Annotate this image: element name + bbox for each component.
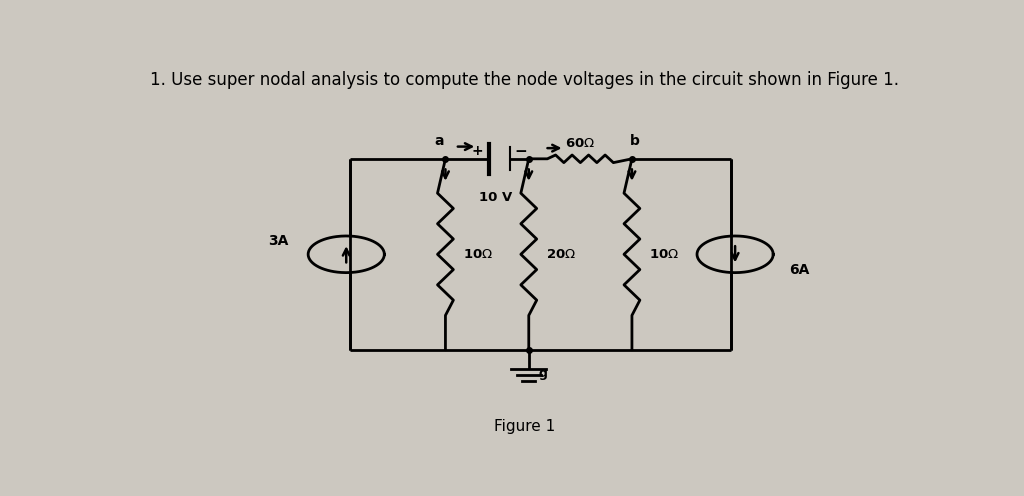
Text: 6A: 6A bbox=[790, 262, 809, 277]
Text: 10 V: 10 V bbox=[479, 191, 512, 204]
Text: +: + bbox=[471, 144, 483, 158]
Text: −: − bbox=[514, 144, 527, 159]
Text: 60$\Omega$: 60$\Omega$ bbox=[565, 137, 595, 150]
Text: b: b bbox=[630, 134, 639, 148]
Text: 10$\Omega$: 10$\Omega$ bbox=[463, 248, 493, 261]
Text: g: g bbox=[539, 367, 547, 380]
Text: 20$\Omega$: 20$\Omega$ bbox=[546, 248, 577, 261]
Text: 10$\Omega$: 10$\Omega$ bbox=[649, 248, 680, 261]
Text: Figure 1: Figure 1 bbox=[495, 419, 555, 434]
Text: a: a bbox=[434, 134, 443, 148]
Text: 1. Use super nodal analysis to compute the node voltages in the circuit shown in: 1. Use super nodal analysis to compute t… bbox=[151, 71, 899, 89]
Text: 3A: 3A bbox=[268, 234, 289, 248]
